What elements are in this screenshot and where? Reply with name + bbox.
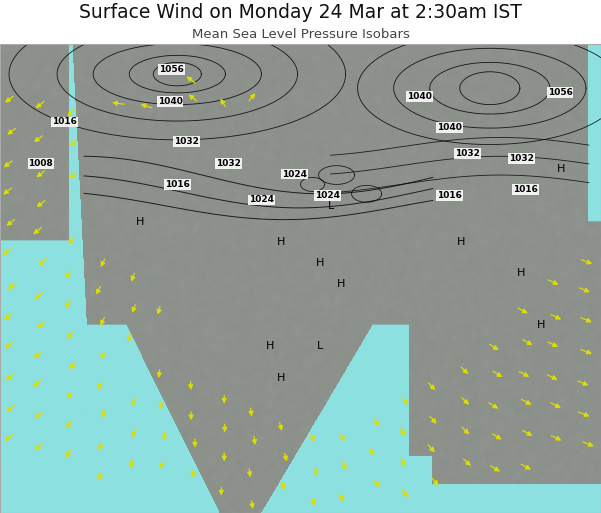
Text: 1040: 1040: [437, 123, 462, 132]
Text: 1016: 1016: [165, 180, 190, 189]
Text: H: H: [266, 341, 275, 351]
Text: L: L: [328, 201, 334, 210]
Text: H: H: [276, 373, 285, 383]
Text: Surface Wind on Monday 24 Mar at 2:30am IST: Surface Wind on Monday 24 Mar at 2:30am …: [79, 3, 522, 22]
Text: 1016: 1016: [437, 191, 462, 200]
Text: 1032: 1032: [216, 159, 241, 168]
Text: 1016: 1016: [513, 185, 538, 194]
Text: H: H: [517, 268, 525, 278]
Text: 1056: 1056: [159, 65, 184, 74]
Text: 1040: 1040: [407, 92, 432, 101]
Text: L: L: [317, 341, 323, 351]
Text: H: H: [337, 279, 345, 289]
Text: 1024: 1024: [282, 170, 307, 179]
Text: 1024: 1024: [249, 195, 274, 204]
Text: 1056: 1056: [548, 88, 573, 97]
Text: H: H: [276, 237, 285, 247]
Text: 1024: 1024: [315, 191, 340, 200]
Text: H: H: [316, 258, 325, 268]
Text: 1008: 1008: [28, 159, 53, 168]
Text: H: H: [457, 237, 465, 247]
Text: 1016: 1016: [52, 117, 77, 127]
Text: 1032: 1032: [174, 137, 199, 146]
Text: 1032: 1032: [455, 149, 480, 158]
Text: H: H: [136, 217, 144, 227]
Text: H: H: [557, 164, 565, 174]
Text: H: H: [537, 320, 545, 330]
Text: 1040: 1040: [157, 97, 183, 106]
Text: Mean Sea Level Pressure Isobars: Mean Sea Level Pressure Isobars: [192, 28, 409, 42]
Text: 1032: 1032: [509, 154, 534, 163]
